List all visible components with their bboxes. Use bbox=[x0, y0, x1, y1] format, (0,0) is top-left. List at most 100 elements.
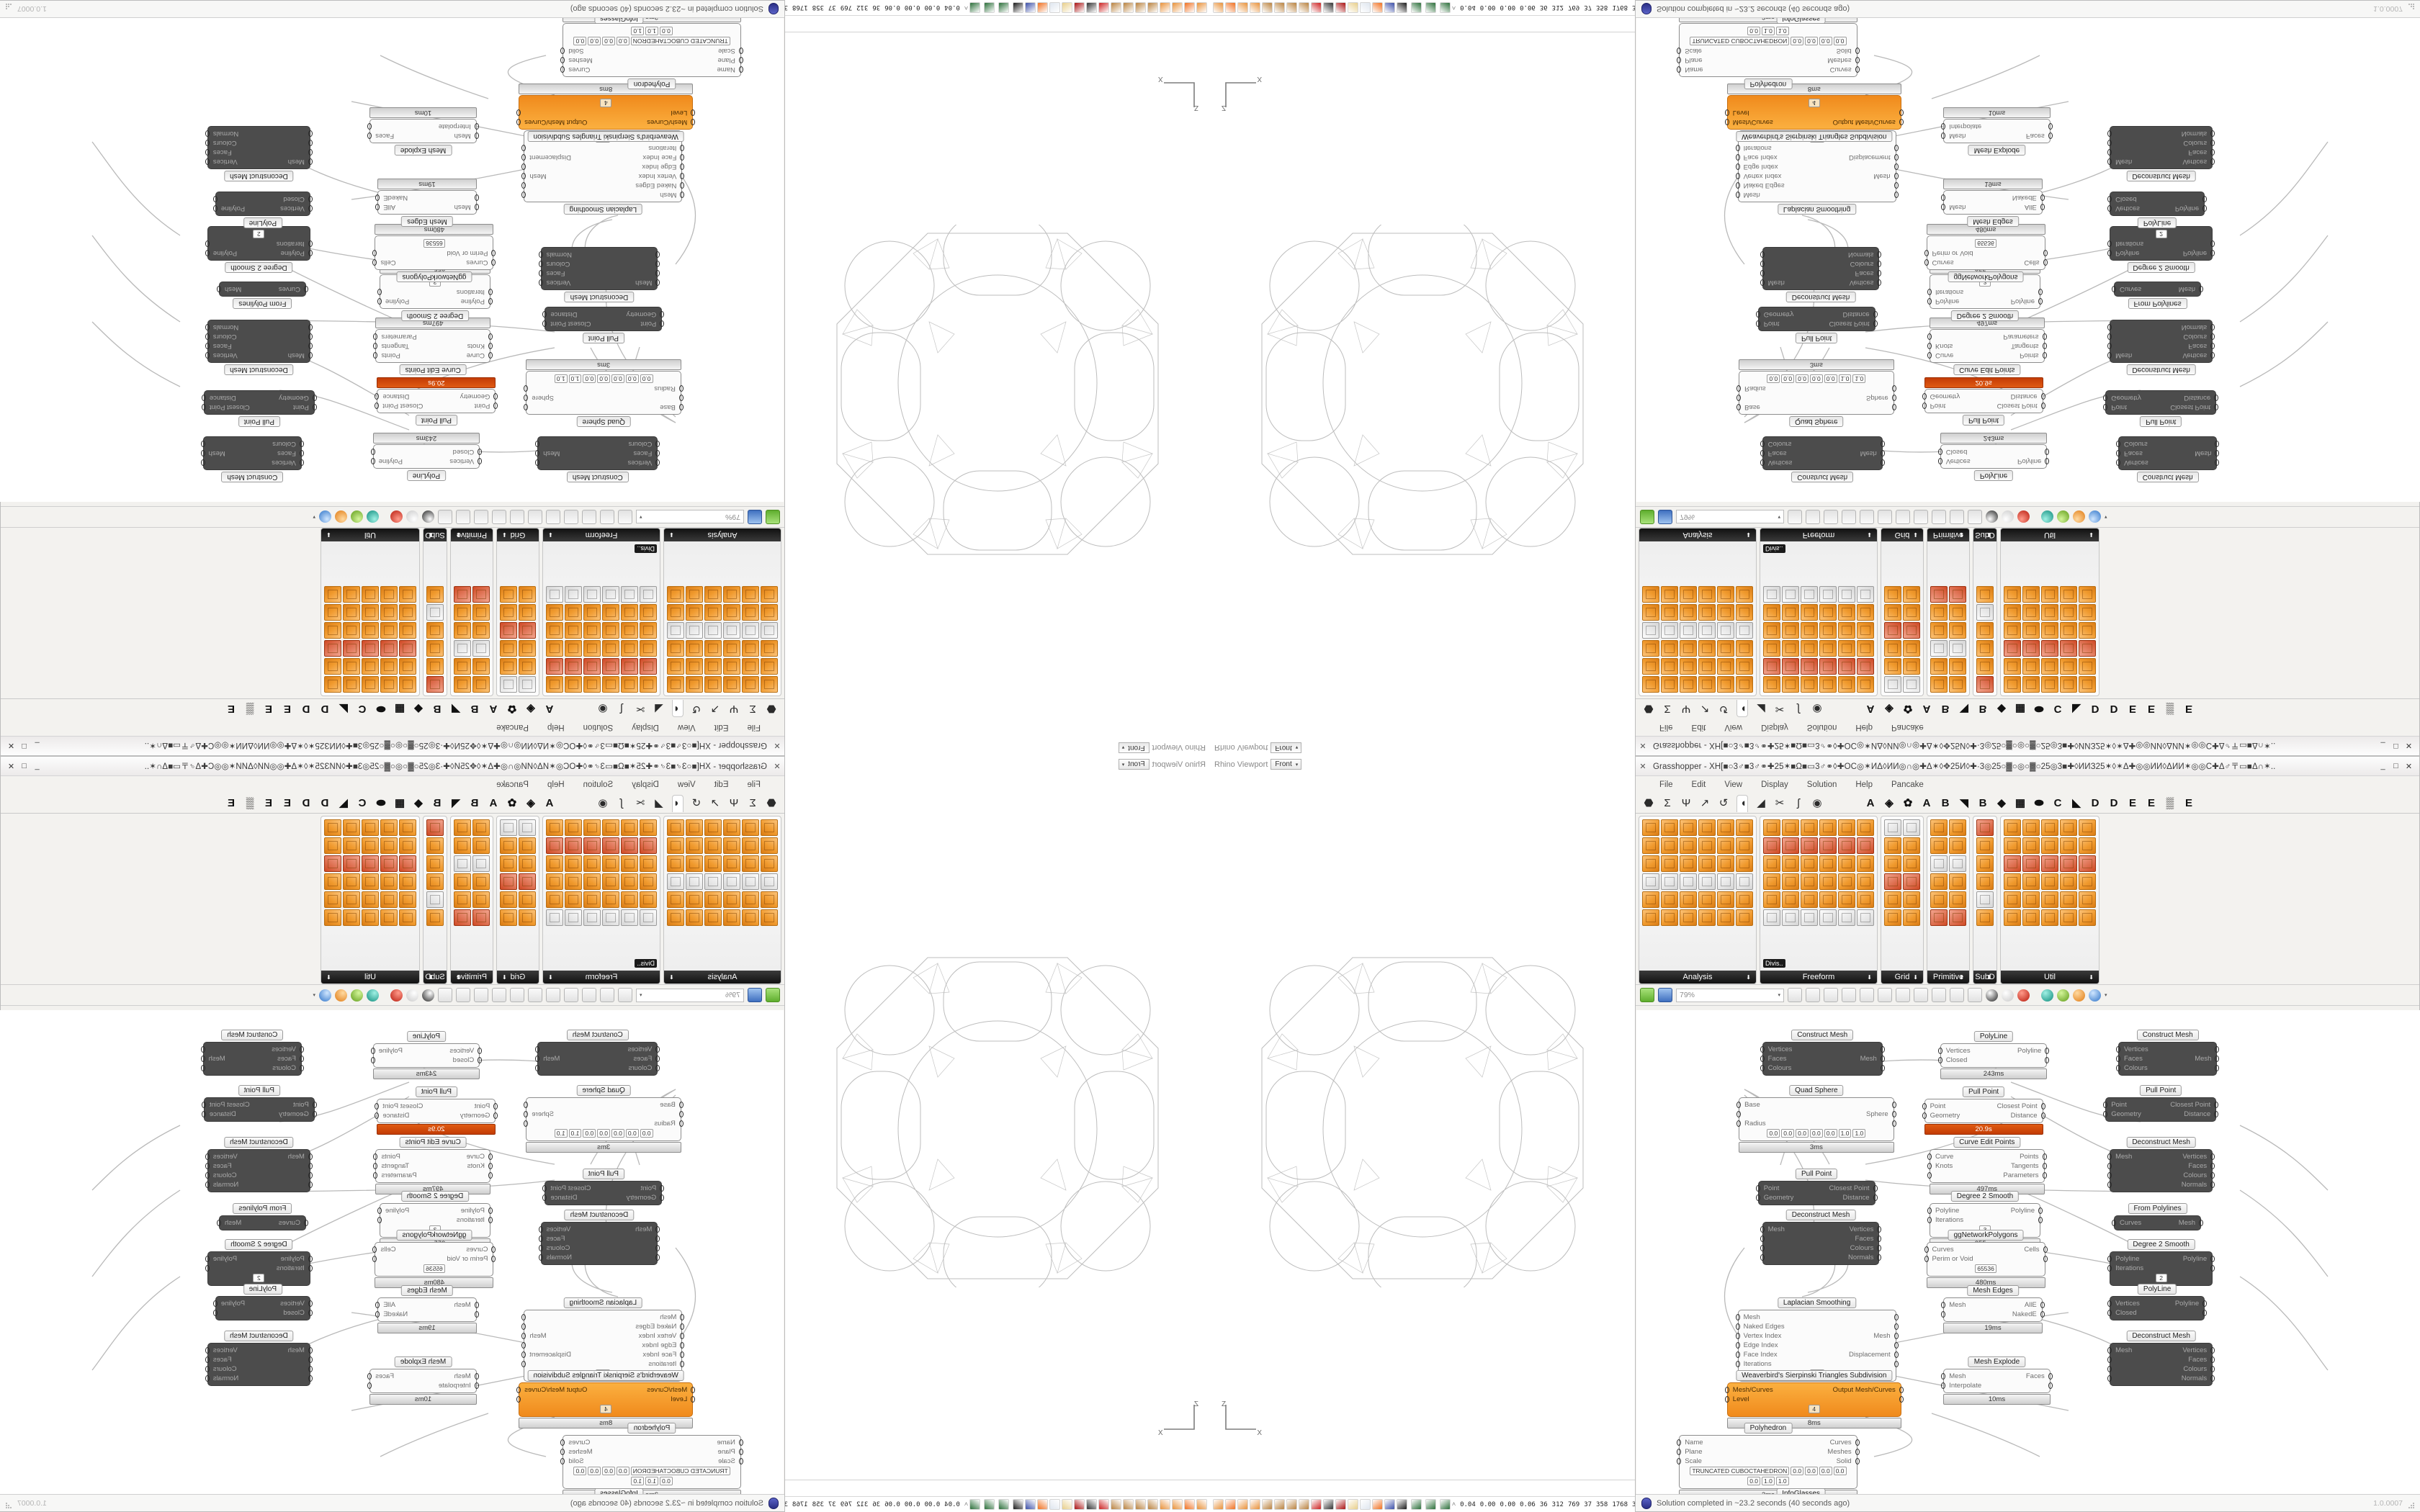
input-port[interactable] bbox=[678, 1120, 684, 1128]
component-name-tag[interactable]: Polyhedron bbox=[1744, 78, 1793, 89]
resize-grip[interactable] bbox=[2408, 4, 2415, 13]
component-icon[interactable] bbox=[472, 891, 490, 908]
component-output-label[interactable]: Colours bbox=[212, 1171, 237, 1179]
component-icon[interactable] bbox=[621, 586, 638, 603]
grid-icon[interactable]: ▦ bbox=[2015, 797, 2026, 809]
component-icon[interactable] bbox=[602, 837, 619, 854]
gh-component-mesh-edges[interactable]: Mesh Edges Mesh AllE NakedE 19ms bbox=[1941, 178, 2045, 229]
input-port[interactable] bbox=[678, 1102, 684, 1109]
at-icon[interactable] bbox=[546, 988, 560, 1002]
disk64-icon[interactable] bbox=[984, 2, 995, 13]
gh-component-deconstruct-mesh-3[interactable]: Deconstruct Mesh Mesh Vertices Faces Colours… bbox=[205, 320, 313, 377]
input-port[interactable] bbox=[2115, 1064, 2120, 1071]
component-icon[interactable] bbox=[399, 909, 416, 926]
component-name-tag[interactable]: Weaverbird's Sierpinski Triangles Subdiv… bbox=[1736, 131, 1893, 143]
field-oy[interactable]: 0.0 bbox=[625, 374, 639, 383]
input-port[interactable] bbox=[680, 1332, 685, 1339]
material-blue-icon[interactable] bbox=[319, 510, 331, 523]
component-icon[interactable] bbox=[1801, 586, 1818, 603]
component-output-label[interactable]: Closest Point bbox=[1829, 319, 1870, 328]
gh-component-polyline-2[interactable]: PolyLine Vertices Polyline Closed bbox=[212, 191, 313, 230]
component-icon[interactable] bbox=[1903, 622, 1920, 639]
component-icon[interactable] bbox=[362, 909, 379, 926]
input-port[interactable] bbox=[2103, 1111, 2108, 1118]
component-icon[interactable] bbox=[1642, 640, 1659, 657]
panel-pin-icon[interactable]: ⬇ bbox=[1986, 973, 1991, 981]
input-port[interactable] bbox=[491, 250, 496, 257]
component-body[interactable]: Mesh Vertices Faces Colours Normals bbox=[538, 246, 660, 290]
component-input-label[interactable]: Plane bbox=[1685, 1448, 1703, 1457]
component-name-tag[interactable]: Deconstruct Mesh bbox=[564, 291, 635, 302]
input-port[interactable] bbox=[655, 1064, 660, 1071]
component-icon[interactable] bbox=[2079, 622, 2096, 639]
component-icon[interactable] bbox=[1680, 640, 1697, 657]
component-output-label[interactable]: Cells bbox=[380, 1245, 396, 1254]
input-port[interactable] bbox=[2103, 1102, 2108, 1109]
output-port[interactable] bbox=[2210, 140, 2215, 147]
field-scale[interactable]: 1.0 bbox=[1775, 26, 1789, 35]
field-oz[interactable]: 0.0 bbox=[1796, 1129, 1809, 1138]
component-icon[interactable] bbox=[362, 819, 379, 836]
output-port[interactable] bbox=[2040, 203, 2045, 210]
component-output-label[interactable]: AllE bbox=[2024, 202, 2037, 211]
input-port[interactable] bbox=[655, 269, 660, 276]
input-port[interactable] bbox=[1735, 1360, 1740, 1367]
component-icon[interactable] bbox=[500, 640, 517, 657]
input-port[interactable] bbox=[680, 1360, 685, 1367]
component-output-label[interactable]: Mesh bbox=[2195, 1054, 2212, 1063]
component-icon[interactable] bbox=[519, 873, 536, 890]
firefox-icon[interactable] bbox=[1440, 1499, 1451, 1510]
component-icon[interactable] bbox=[500, 676, 517, 693]
curve-icon[interactable]: ↺ bbox=[1718, 797, 1729, 809]
rhino-viewport[interactable]: Rhino Viewport Front ▾ bbox=[785, 756, 1210, 1480]
component-icon[interactable] bbox=[500, 658, 517, 675]
component-output-label[interactable]: Faces bbox=[2025, 1372, 2045, 1381]
component-output-label[interactable]: Mesh bbox=[1873, 1331, 1891, 1340]
addon-e3-icon[interactable]: E bbox=[228, 797, 236, 809]
grid-icon[interactable]: ▦ bbox=[394, 797, 405, 809]
component-output-label[interactable]: Closest Point bbox=[550, 319, 591, 328]
input-port[interactable] bbox=[312, 403, 317, 410]
component-input-label[interactable]: Faces bbox=[633, 1054, 653, 1063]
component-icon[interactable] bbox=[1801, 604, 1818, 621]
component-icon[interactable] bbox=[1736, 855, 1753, 872]
component-icon[interactable] bbox=[2079, 658, 2096, 675]
output-port[interactable] bbox=[538, 1236, 543, 1243]
component-icon[interactable] bbox=[742, 676, 759, 693]
component-icon[interactable] bbox=[546, 837, 563, 854]
field-ox[interactable]: 0.0 bbox=[640, 1129, 653, 1138]
component-icon[interactable] bbox=[2079, 676, 2096, 693]
input-port[interactable] bbox=[474, 132, 479, 139]
component-icon[interactable] bbox=[1884, 819, 1901, 836]
component-icon[interactable] bbox=[2004, 604, 2021, 621]
maximize-button[interactable]: □ bbox=[22, 762, 27, 770]
gh-component-pull-point-3[interactable]: Pull Point Point Closest Point Geometry Dist… bbox=[201, 390, 317, 429]
component-output-label[interactable]: Faces bbox=[212, 1161, 232, 1170]
input-port[interactable] bbox=[691, 119, 696, 126]
matrix-icon[interactable]: ▒ bbox=[2166, 797, 2174, 809]
output-port[interactable] bbox=[2199, 1219, 2204, 1226]
output-port[interactable] bbox=[205, 1356, 210, 1363]
component-icon[interactable] bbox=[472, 873, 490, 890]
output-port[interactable] bbox=[1894, 1360, 1899, 1367]
component-icon[interactable] bbox=[1661, 873, 1678, 890]
component-output-label[interactable]: Faces bbox=[1855, 269, 1874, 277]
component-input-label[interactable]: Naked Edges bbox=[635, 181, 677, 190]
output-port[interactable] bbox=[216, 286, 221, 293]
component-icon[interactable] bbox=[621, 873, 638, 890]
material-teal-icon[interactable] bbox=[2041, 510, 2053, 523]
component-output-label[interactable]: Polyline bbox=[212, 1254, 238, 1263]
output-port[interactable] bbox=[1877, 279, 1882, 286]
component-icon[interactable] bbox=[583, 604, 601, 621]
input-port[interactable] bbox=[2112, 1219, 2117, 1226]
component-output-label[interactable]: Mesh bbox=[2195, 449, 2212, 458]
gh-component-mesh-explode[interactable]: Mesh Explode Mesh Faces Interpolate 10ms bbox=[1941, 1354, 2053, 1405]
component-name-tag[interactable]: Curve Edit Points bbox=[399, 1136, 467, 1148]
component-icon[interactable] bbox=[2022, 819, 2040, 836]
gh-component-deconstruct-mesh-1[interactable]: Deconstruct Mesh Mesh Vertices Faces Colours… bbox=[1760, 246, 1882, 305]
gimp-icon[interactable] bbox=[1274, 2, 1285, 13]
matrix-icon[interactable]: ▒ bbox=[2166, 703, 2174, 715]
component-input-label[interactable]: Vertices bbox=[1945, 457, 1971, 466]
component-icon[interactable] bbox=[1782, 604, 1799, 621]
component-icon[interactable] bbox=[1930, 622, 1948, 639]
